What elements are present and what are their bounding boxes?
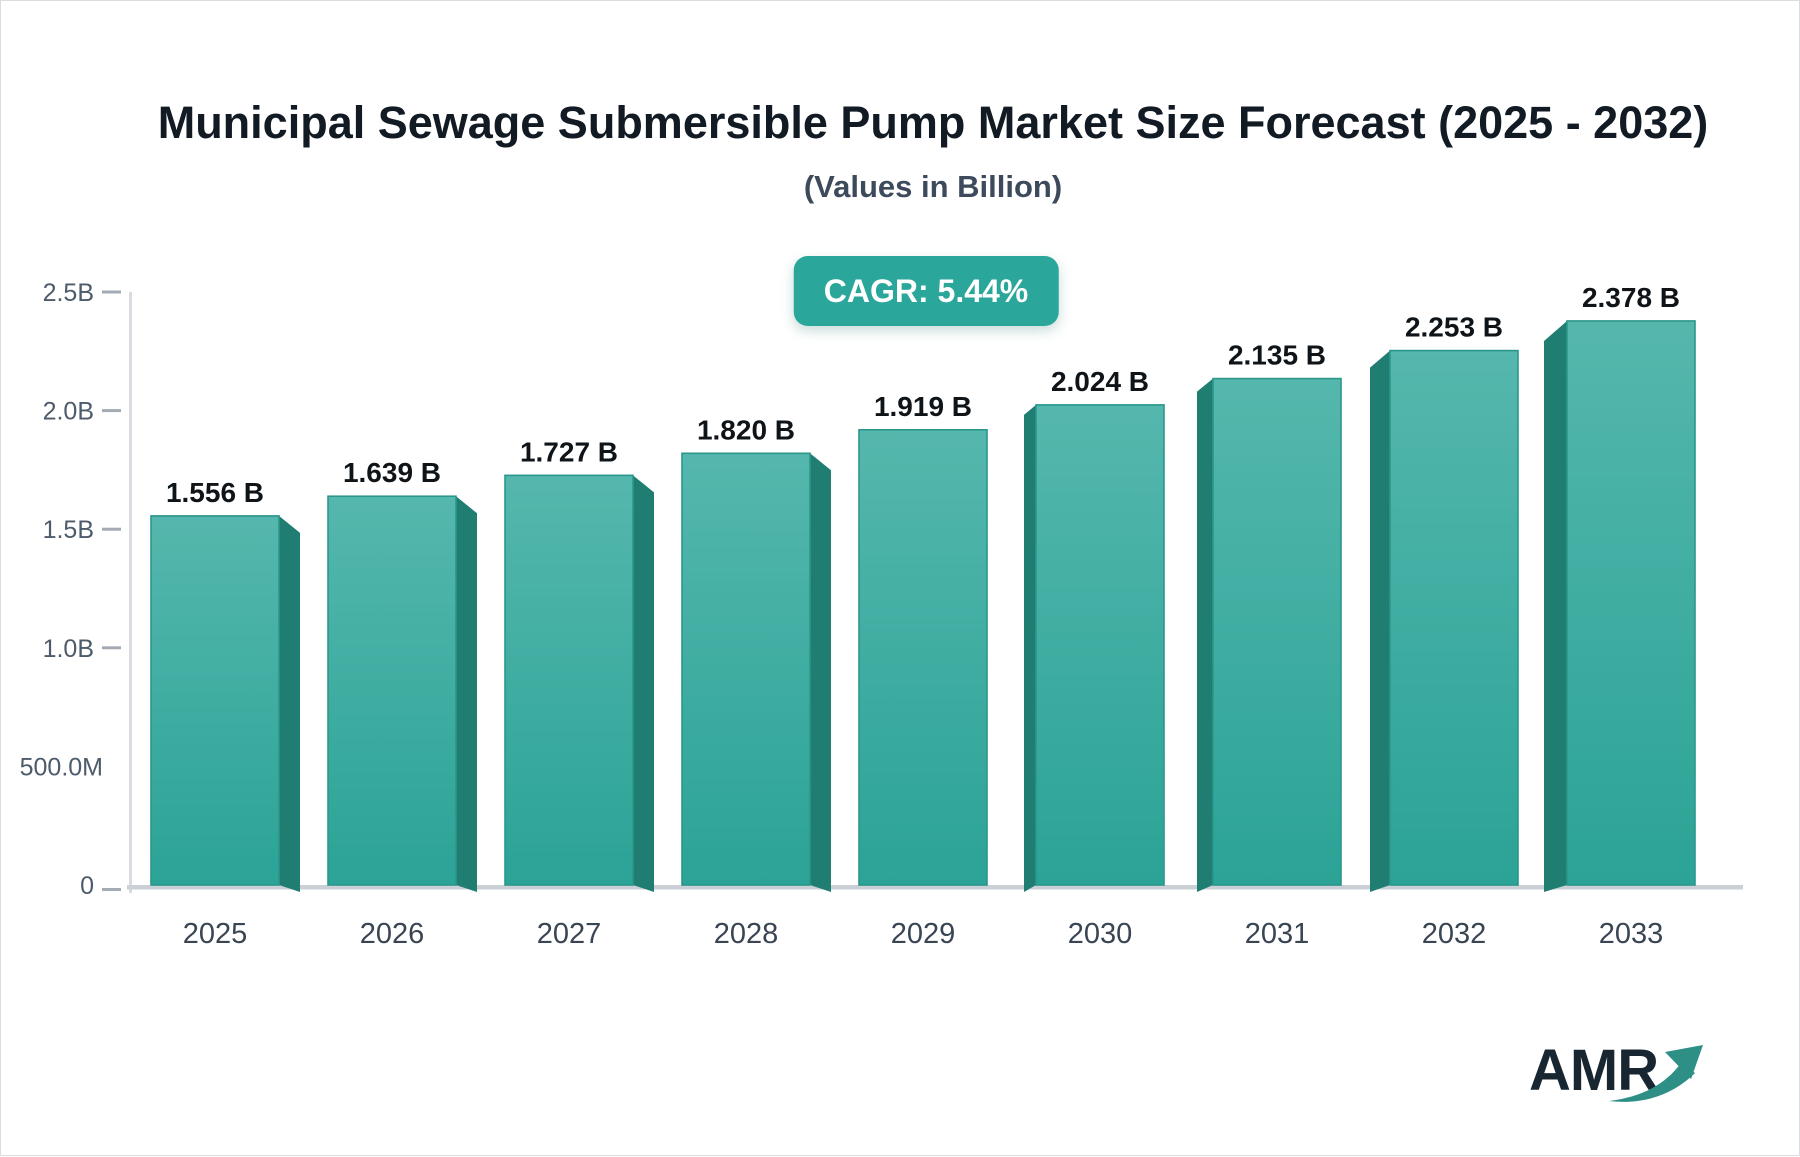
amr-logo-text: AMR [1529,1038,1659,1103]
x-category-label: 2030 [1068,918,1133,950]
y-tick-dash [102,290,121,294]
bar-side-face [633,475,654,892]
bar-side-face [1024,404,1036,892]
bar-value-label: 2.135 B [1228,340,1326,371]
y-tick-dash [102,409,121,413]
x-category-label: 2025 [183,918,248,950]
bar-value-label: 1.727 B [520,436,618,467]
x-axis-line [127,885,1743,890]
bar-value-label: 2.253 B [1405,312,1503,343]
y-tick-label: 500.0M [20,753,103,781]
y-tick-label: 1.0B [43,635,94,663]
bar-side-face [1370,350,1390,893]
bar-side-face [456,496,477,892]
y-tick-label: 0 [80,872,94,900]
bar-2031 [1212,377,1342,886]
bar-2032 [1389,349,1519,886]
y-axis-line [129,292,132,893]
bar-2026 [327,495,457,886]
amr-logo: AMR [1529,1037,1709,1115]
page-subtitle: (Values in Billion) [803,169,1063,204]
x-category-label: 2032 [1422,918,1487,950]
bar-2033 [1566,320,1696,886]
x-category-label: 2033 [1599,918,1664,950]
y-tick-label: 2.0B [43,398,94,426]
x-category-label: 2028 [714,918,779,950]
x-category-label: 2027 [537,918,602,950]
bar-2029 [858,429,988,886]
x-category-label: 2029 [891,918,956,950]
y-tick-dash [102,646,121,650]
bar-side-face [279,515,300,892]
y-tick-dash [102,527,121,531]
bar-value-label: 1.639 B [343,457,441,488]
bar-value-label: 1.556 B [166,477,264,508]
bar-value-label: 1.919 B [874,391,972,422]
bar-value-label: 2.024 B [1051,366,1149,397]
x-category-label: 2031 [1245,918,1310,950]
growth-arrow-icon [1609,1045,1703,1102]
y-tick-dash [102,888,121,891]
cagr-badge: CAGR: 5.44% [793,256,1059,326]
bar-value-label: 1.820 B [697,414,795,445]
bar-2027 [504,474,634,886]
page-title: Municipal Sewage Submersible Pump Market… [157,97,1709,148]
x-category-label: 2026 [360,918,425,950]
y-tick-label: 2.5B [43,279,94,307]
bar-2030 [1035,404,1165,886]
y-tick-label: 1.5B [43,516,94,544]
bar-side-face [810,453,831,892]
bar-side-face [1197,378,1213,892]
bar-2025 [150,515,280,886]
bar-2028 [681,452,811,886]
bar-side-face [1544,320,1567,893]
bar-value-label: 2.378 B [1582,282,1680,313]
